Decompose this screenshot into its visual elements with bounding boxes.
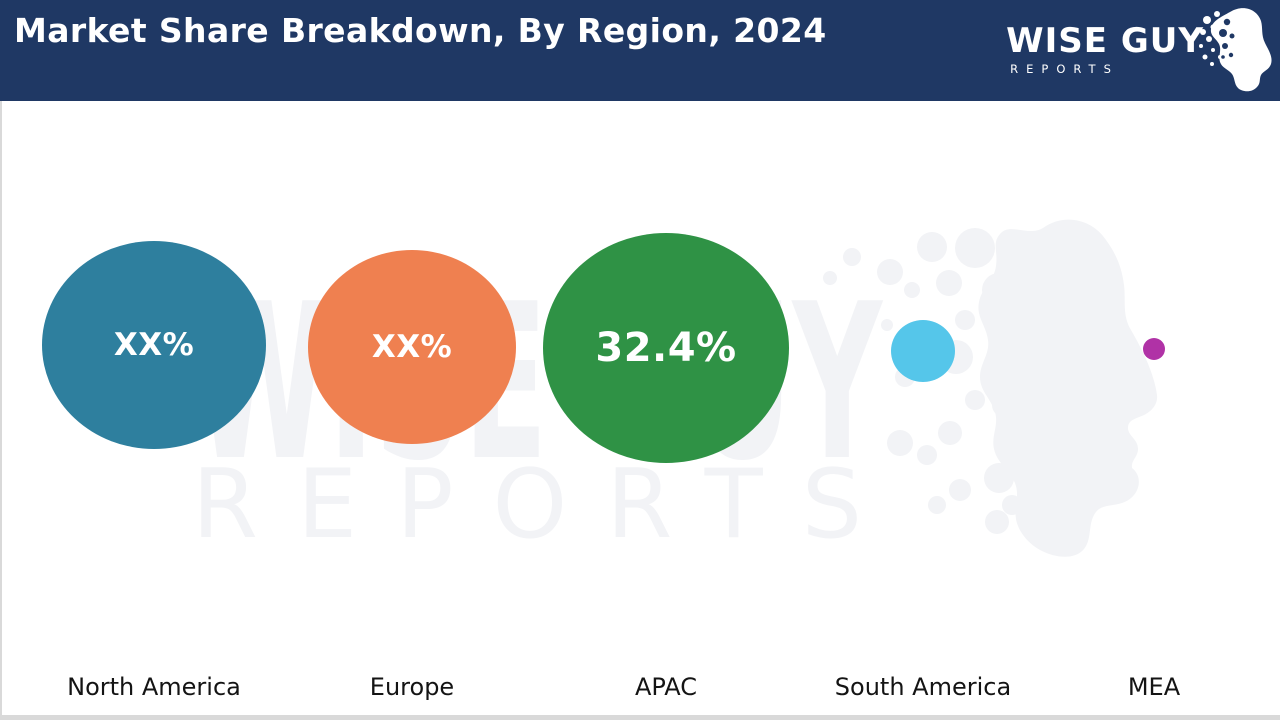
bubble-south-america (891, 320, 955, 382)
region-label-south-america: South America (834, 673, 1012, 701)
bottom-edge-strip (0, 715, 1280, 720)
bubble-north-america: XX% (42, 241, 266, 449)
region-label-europe: Europe (369, 673, 455, 701)
bubble-plot: XX% North America XX% Europe 32.4% APAC South … (2, 101, 1280, 720)
bubble-apac: 32.4% (543, 233, 789, 463)
chart-area: WISE GUY REPORTS XX% North America XX (0, 101, 1280, 720)
logo-wordmark: WISE GUY (1006, 20, 1204, 61)
bubble-mea (1143, 338, 1165, 360)
watermark-subtext: REPORTS (192, 450, 862, 560)
page-title: Market Share Breakdown, By Region, 2024 (14, 11, 827, 50)
region-label-mea: MEA (1127, 673, 1181, 701)
watermark-head-silhouette (978, 219, 1158, 557)
bubble-europe: XX% (308, 250, 516, 444)
logo-text: WISE GUY REPORTS (1006, 20, 1204, 77)
wiseguy-logo: WISE GUY REPORTS (1006, 3, 1274, 97)
region-label-apac: APAC (634, 673, 698, 701)
logo-subtext: REPORTS (1010, 62, 1119, 77)
logo-head-icon (1199, 8, 1272, 92)
bubble-value-label: 32.4% (595, 325, 737, 371)
header-bar: Market Share Breakdown, By Region, 2024 … (0, 0, 1280, 101)
region-label-north-america: North America (67, 673, 241, 701)
bubble-value-label: XX% (113, 327, 195, 363)
bubble-value-label: XX% (371, 329, 453, 365)
